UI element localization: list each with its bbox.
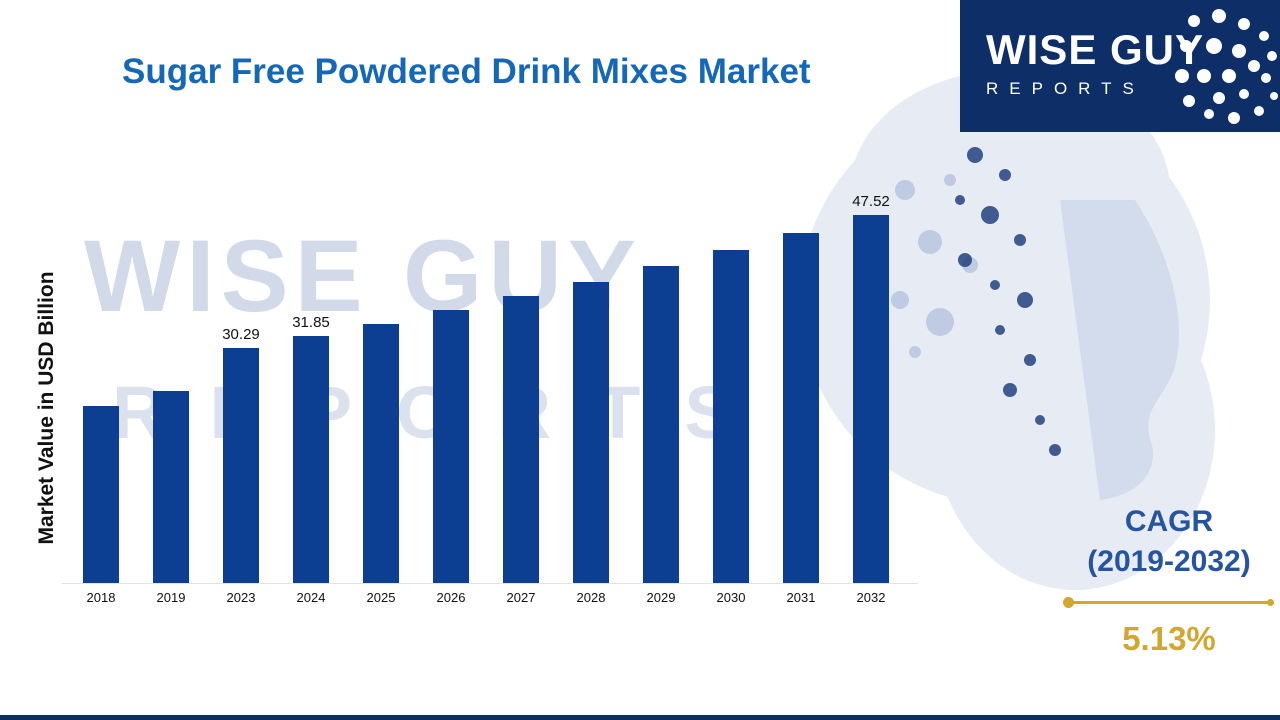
bar-group: 2025 — [346, 185, 416, 605]
bar-2019 — [153, 391, 189, 583]
x-axis-label: 2019 — [156, 590, 186, 605]
cagr-value: 5.13% — [1122, 620, 1216, 657]
x-axis-label: 2026 — [436, 590, 466, 605]
logo-face-icon — [1175, 9, 1278, 124]
bar-2028 — [573, 282, 609, 583]
face-watermark — [800, 70, 1215, 590]
bar-group: 2018 — [66, 185, 136, 605]
bar-2025 — [363, 324, 399, 583]
bar-value-label: 31.85 — [292, 314, 330, 331]
logo-reports-text: REPORTS — [986, 79, 1145, 98]
bottom-border-bar — [0, 715, 1280, 720]
bar-2032 — [853, 215, 889, 583]
bar-group: 2027 — [486, 185, 556, 605]
bar-2029 — [643, 266, 679, 583]
x-axis-label: 2025 — [366, 590, 396, 605]
x-axis-label: 2029 — [646, 590, 676, 605]
bar-2027 — [503, 296, 539, 583]
bar-group: 30.29 2023 — [206, 185, 276, 605]
bar-2023 — [223, 348, 259, 583]
watermark-reports: REPORTS — [112, 370, 778, 455]
x-axis-label: 2023 — [226, 590, 256, 605]
x-axis-label: 2024 — [296, 590, 326, 605]
x-axis-label: 2031 — [786, 590, 816, 605]
bar-group: 2031 — [766, 185, 836, 605]
cagr-divider-line — [1063, 597, 1274, 608]
bar-group: 2030 — [696, 185, 766, 605]
bar-2031 — [783, 233, 819, 583]
x-axis-label: 2027 — [506, 590, 536, 605]
logo: WISE GUY REPORTS — [986, 26, 1204, 99]
x-axis-label: 2028 — [576, 590, 606, 605]
bar-2026 — [433, 310, 469, 583]
bar-2018 — [83, 406, 119, 583]
cagr-period: (2019-2032) — [1087, 545, 1251, 578]
bar-group: 2026 — [416, 185, 486, 605]
x-axis-label: 2030 — [716, 590, 746, 605]
bar-2024 — [293, 336, 329, 583]
x-axis-label: 2018 — [86, 590, 116, 605]
y-axis-title: Market Value in USD Billion — [35, 271, 58, 545]
cagr-block: CAGR (2019-2032) 5.13% — [1062, 505, 1276, 658]
bar-group: 2029 — [626, 185, 696, 605]
bar-group: 2028 — [556, 185, 626, 605]
logo-panel: WISE GUY REPORTS — [960, 0, 1280, 132]
cagr-label: CAGR — [1124, 505, 1214, 538]
x-axis-label: 2032 — [856, 590, 886, 605]
logo-wiseguy-text: WISE GUY — [986, 26, 1205, 73]
bar-value-label: 30.29 — [222, 326, 260, 343]
page-title: Sugar Free Powdered Drink Mixes Market — [122, 52, 811, 92]
bar-value-label: 47.52 — [852, 193, 890, 210]
x-axis-line — [62, 583, 918, 584]
bar-group: 31.85 2024 — [276, 185, 346, 605]
bar-group: 2019 — [136, 185, 206, 605]
watermark-wiseguy: WISE GUY — [84, 219, 643, 333]
bar-2030 — [713, 250, 749, 583]
bar-chart: 2018 2019 30.29 2023 31.85 2024 2025 2026 2027 20… — [66, 185, 906, 605]
bar-group: 47.52 2032 — [836, 185, 906, 605]
